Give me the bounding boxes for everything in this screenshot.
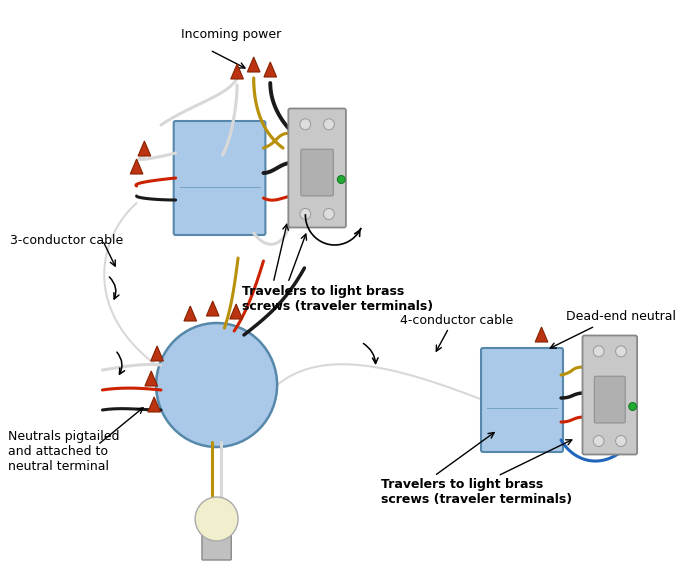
Polygon shape: [247, 57, 260, 72]
Circle shape: [300, 209, 311, 220]
FancyBboxPatch shape: [288, 108, 346, 227]
Polygon shape: [184, 306, 197, 321]
Text: 4-conductor cable: 4-conductor cable: [400, 314, 513, 326]
Circle shape: [594, 346, 604, 357]
Polygon shape: [536, 327, 548, 342]
Polygon shape: [145, 371, 158, 386]
Circle shape: [615, 346, 626, 357]
Text: 3-conductor cable: 3-conductor cable: [10, 233, 123, 247]
Circle shape: [594, 435, 604, 447]
Polygon shape: [206, 301, 219, 316]
Text: Dead-end neutral: Dead-end neutral: [566, 309, 676, 322]
Polygon shape: [231, 64, 244, 79]
Polygon shape: [138, 141, 150, 156]
FancyBboxPatch shape: [301, 149, 333, 196]
Polygon shape: [264, 62, 276, 77]
Polygon shape: [148, 397, 160, 412]
FancyBboxPatch shape: [481, 348, 563, 452]
FancyBboxPatch shape: [582, 336, 637, 455]
Text: neutral terminal: neutral terminal: [8, 460, 108, 473]
Text: Travelers to light brass: Travelers to light brass: [242, 285, 404, 298]
Circle shape: [156, 323, 277, 447]
Polygon shape: [130, 159, 143, 174]
Circle shape: [323, 119, 335, 130]
Text: screws (traveler terminals): screws (traveler terminals): [242, 300, 433, 313]
Text: screws (traveler terminals): screws (traveler terminals): [381, 493, 572, 506]
Circle shape: [615, 435, 626, 447]
FancyBboxPatch shape: [174, 121, 265, 235]
Circle shape: [300, 119, 311, 130]
Polygon shape: [230, 304, 242, 319]
Circle shape: [195, 497, 238, 541]
FancyBboxPatch shape: [202, 528, 231, 560]
FancyBboxPatch shape: [594, 376, 625, 423]
Circle shape: [323, 209, 335, 220]
Circle shape: [337, 175, 345, 183]
Text: and attached to: and attached to: [8, 445, 108, 458]
Text: Neutrals pigtailed: Neutrals pigtailed: [8, 430, 119, 443]
Text: Travelers to light brass: Travelers to light brass: [381, 478, 542, 491]
Polygon shape: [150, 346, 163, 361]
Circle shape: [629, 403, 636, 411]
Text: Incoming power: Incoming power: [181, 28, 281, 41]
